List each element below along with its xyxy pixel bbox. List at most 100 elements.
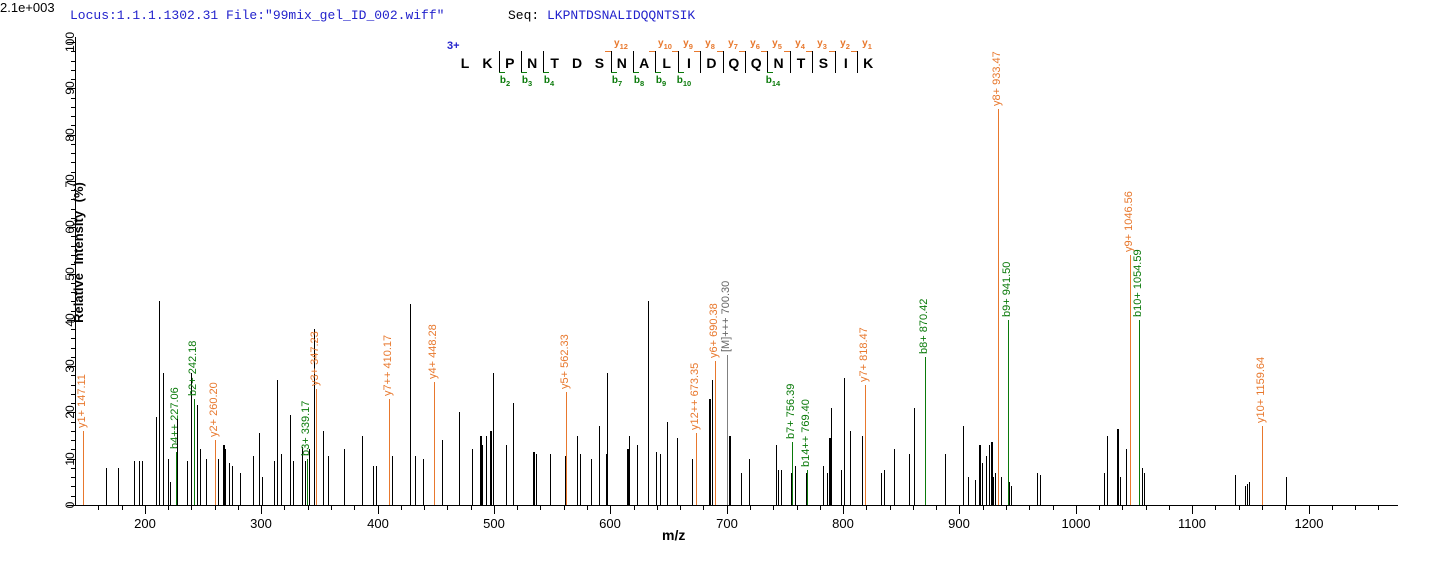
peak[interactable] bbox=[373, 465, 374, 505]
peak[interactable] bbox=[599, 426, 600, 505]
peak[interactable] bbox=[806, 472, 807, 505]
peak[interactable] bbox=[823, 465, 824, 505]
peak[interactable] bbox=[197, 405, 198, 505]
peak[interactable] bbox=[1235, 474, 1236, 505]
peak[interactable] bbox=[106, 467, 107, 505]
peak[interactable] bbox=[1249, 481, 1250, 505]
peak[interactable] bbox=[909, 454, 910, 505]
y-ion-peak[interactable] bbox=[434, 382, 435, 505]
peak[interactable] bbox=[232, 465, 233, 505]
peak[interactable] bbox=[712, 379, 713, 505]
peak[interactable] bbox=[565, 456, 566, 505]
peak[interactable] bbox=[591, 458, 592, 505]
peak[interactable] bbox=[170, 481, 171, 505]
peak[interactable] bbox=[741, 472, 742, 505]
peak[interactable] bbox=[159, 301, 160, 505]
peak[interactable] bbox=[229, 463, 230, 505]
peak[interactable] bbox=[328, 456, 329, 505]
peak[interactable] bbox=[302, 447, 303, 505]
peak[interactable] bbox=[480, 435, 482, 505]
peak[interactable] bbox=[986, 456, 987, 505]
b-ion-peak[interactable] bbox=[194, 398, 195, 505]
peak[interactable] bbox=[781, 470, 782, 505]
peak[interactable] bbox=[791, 472, 792, 505]
peak[interactable] bbox=[309, 449, 310, 505]
peak[interactable] bbox=[168, 458, 169, 505]
peak[interactable] bbox=[482, 444, 483, 505]
b-ion-peak[interactable] bbox=[176, 451, 177, 505]
peak[interactable] bbox=[1040, 474, 1041, 505]
peak[interactable] bbox=[660, 454, 661, 505]
peak[interactable] bbox=[945, 454, 946, 505]
peak[interactable] bbox=[305, 461, 306, 505]
peak[interactable] bbox=[423, 458, 424, 505]
peak[interactable] bbox=[648, 301, 649, 505]
peak[interactable] bbox=[975, 479, 976, 505]
peak[interactable] bbox=[259, 433, 260, 505]
peak[interactable] bbox=[1245, 486, 1246, 505]
peak[interactable] bbox=[200, 449, 201, 505]
peak[interactable] bbox=[993, 477, 994, 505]
peak[interactable] bbox=[1120, 477, 1121, 505]
precursor-peak[interactable] bbox=[727, 354, 728, 505]
peak[interactable] bbox=[1126, 449, 1127, 505]
peak[interactable] bbox=[968, 477, 969, 505]
b-ion-peak[interactable] bbox=[1139, 319, 1140, 505]
y-ion-peak[interactable] bbox=[715, 361, 716, 505]
peak[interactable] bbox=[841, 470, 842, 505]
peak[interactable] bbox=[827, 472, 828, 505]
peak[interactable] bbox=[206, 458, 207, 505]
y-ion-peak[interactable] bbox=[389, 398, 390, 505]
peak[interactable] bbox=[829, 437, 831, 505]
peak[interactable] bbox=[486, 435, 487, 505]
peak[interactable] bbox=[914, 407, 915, 505]
y-ion-peak[interactable] bbox=[696, 433, 697, 505]
peak[interactable] bbox=[262, 477, 263, 505]
peak[interactable] bbox=[156, 417, 157, 505]
peak[interactable] bbox=[550, 454, 551, 505]
peak[interactable] bbox=[729, 435, 731, 505]
peak[interactable] bbox=[225, 449, 226, 505]
peak[interactable] bbox=[894, 449, 895, 505]
peak[interactable] bbox=[979, 444, 981, 505]
peak[interactable] bbox=[982, 463, 983, 505]
peak[interactable] bbox=[1037, 472, 1038, 505]
y-ion-peak[interactable] bbox=[83, 430, 84, 505]
peak[interactable] bbox=[139, 461, 140, 505]
peak[interactable] bbox=[1107, 435, 1108, 505]
peak[interactable] bbox=[493, 373, 494, 505]
peak[interactable] bbox=[472, 449, 473, 505]
peak[interactable] bbox=[862, 435, 863, 505]
peak[interactable] bbox=[344, 449, 345, 505]
peak[interactable] bbox=[778, 470, 779, 505]
peak[interactable] bbox=[410, 303, 411, 505]
peak[interactable] bbox=[191, 373, 192, 505]
peak[interactable] bbox=[163, 373, 164, 505]
peak[interactable] bbox=[692, 458, 693, 505]
b-ion-peak[interactable] bbox=[925, 356, 926, 505]
peak[interactable] bbox=[490, 430, 492, 505]
peak[interactable] bbox=[218, 458, 219, 505]
peak[interactable] bbox=[1001, 477, 1002, 505]
peak[interactable] bbox=[362, 435, 363, 505]
peak[interactable] bbox=[281, 454, 282, 505]
peak[interactable] bbox=[415, 456, 416, 505]
peak[interactable] bbox=[1144, 472, 1145, 505]
y-ion-peak[interactable] bbox=[998, 109, 999, 505]
peak[interactable] bbox=[709, 398, 711, 505]
peak[interactable] bbox=[187, 461, 188, 505]
y-ion-peak[interactable] bbox=[865, 384, 866, 505]
peak[interactable] bbox=[795, 465, 796, 505]
b-ion-peak[interactable] bbox=[1008, 319, 1009, 505]
y-ion-peak[interactable] bbox=[215, 440, 216, 505]
b-ion-peak[interactable] bbox=[307, 458, 308, 505]
peak[interactable] bbox=[277, 379, 278, 505]
peak[interactable] bbox=[253, 456, 254, 505]
peak[interactable] bbox=[177, 419, 178, 505]
peak[interactable] bbox=[1117, 428, 1119, 505]
peak[interactable] bbox=[844, 377, 845, 505]
peak[interactable] bbox=[506, 444, 507, 505]
peak[interactable] bbox=[442, 440, 443, 505]
peak[interactable] bbox=[884, 470, 885, 505]
